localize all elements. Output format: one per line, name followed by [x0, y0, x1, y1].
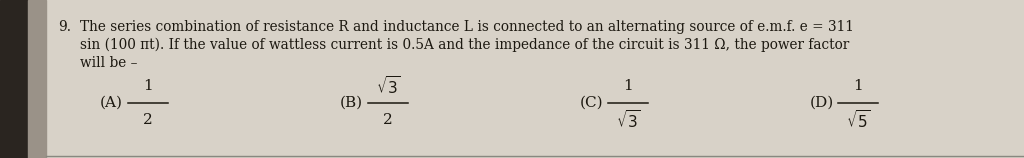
Text: $\sqrt{5}$: $\sqrt{5}$: [846, 109, 870, 131]
Text: 1: 1: [624, 79, 633, 93]
Text: sin (100 πt). If the value of wattless current is 0.5A and the impedance of the : sin (100 πt). If the value of wattless c…: [80, 38, 849, 52]
Text: 2: 2: [143, 113, 153, 127]
Text: The series combination of resistance R and inductance L is connected to an alter: The series combination of resistance R a…: [80, 20, 854, 34]
Bar: [0, 0, 28, 158]
Text: $\sqrt{3}$: $\sqrt{3}$: [615, 109, 640, 131]
Text: will be –: will be –: [80, 56, 137, 70]
Text: (D): (D): [810, 96, 835, 110]
Text: (A): (A): [100, 96, 123, 110]
Text: 9.: 9.: [58, 20, 71, 34]
Text: (C): (C): [580, 96, 603, 110]
Text: 1: 1: [853, 79, 863, 93]
Bar: [28, 0, 46, 158]
Text: $\sqrt{3}$: $\sqrt{3}$: [376, 75, 400, 97]
Text: 1: 1: [143, 79, 153, 93]
Text: (B): (B): [340, 96, 364, 110]
Text: 2: 2: [383, 113, 393, 127]
